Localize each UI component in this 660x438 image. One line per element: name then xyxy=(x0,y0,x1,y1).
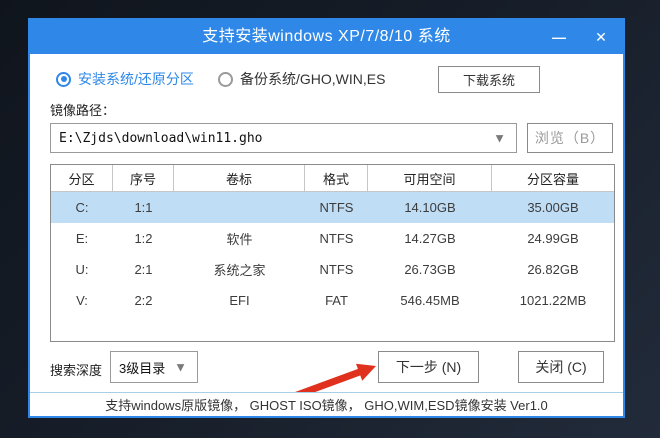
radio-selected-icon xyxy=(56,71,71,87)
cell-drive: C: xyxy=(75,200,89,215)
search-depth-value: 3级目录 xyxy=(119,360,166,376)
col-header-capacity: 分区容量 xyxy=(526,171,579,187)
status-bar-text: 支持windows原版镜像， GHOST ISO镜像， GHO,WIM,ESD镜… xyxy=(105,398,548,413)
cell-index: 2:2 xyxy=(134,293,153,308)
table-row-v[interactable]: V: 2:2 EFI FAT 546.45MB 1021.22MB xyxy=(51,285,614,316)
col-header-free-space: 可用空间 xyxy=(368,165,492,191)
cell-format: FAT xyxy=(325,293,348,308)
cell-drive: U: xyxy=(75,262,89,277)
cell-free: 14.27GB xyxy=(404,231,456,246)
close-icon: ✕ xyxy=(595,29,607,45)
radio-unselected-icon xyxy=(218,71,233,87)
image-path-label: 镜像路径： xyxy=(50,103,116,118)
col-header-partition: 分区 xyxy=(51,165,113,191)
cell-capacity: 24.99GB xyxy=(527,231,579,246)
next-button[interactable]: 下一步 (N) xyxy=(378,351,479,383)
cell-free: 14.10GB xyxy=(404,200,456,215)
cell-drive: E: xyxy=(75,231,89,246)
cell-format: NTFS xyxy=(319,262,354,277)
table-row-e[interactable]: E: 1:2 软件 NTFS 14.27GB 24.99GB xyxy=(51,223,614,254)
col-header-index: 序号 xyxy=(113,165,174,191)
cell-label: 系统之家 xyxy=(213,263,266,278)
close-dialog-button[interactable]: 关闭 (C) xyxy=(518,351,604,383)
search-depth-dropdown[interactable]: 3级目录 ▼ xyxy=(110,351,198,383)
cell-index: 1:2 xyxy=(134,231,153,246)
radio-backup[interactable]: 备份系统/GHO,WIN,ES xyxy=(218,70,385,88)
installer-window: 支持安装windows XP/7/8/10 系统 — ✕ 安装系统/还原分区 备… xyxy=(28,18,625,418)
cell-free: 546.45MB xyxy=(400,293,460,308)
minimize-icon: — xyxy=(552,29,566,45)
image-path-combobox[interactable]: E:\Zjds\download\win11.gho ▼ xyxy=(50,123,517,153)
radio-backup-label: 备份系统/GHO,WIN,ES xyxy=(240,71,386,87)
table-row-u[interactable]: U: 2:1 系统之家 NTFS 26.73GB 26.82GB xyxy=(51,254,614,285)
cell-format: NTFS xyxy=(319,200,354,215)
table-row-c[interactable]: C: 1:1 NTFS 14.10GB 35.00GB xyxy=(51,192,614,223)
partition-table: 分区 序号 卷标 格式 可用空间 分区容量 C: 1:1 NTFS 14.10G… xyxy=(50,164,615,342)
cell-label xyxy=(174,192,305,223)
statusbar-divider xyxy=(30,392,623,393)
close-button[interactable]: ✕ xyxy=(585,20,617,54)
cell-index: 1:1 xyxy=(134,200,153,215)
col-header-volume-label: 卷标 xyxy=(174,165,305,191)
partition-table-header: 分区 序号 卷标 格式 可用空间 分区容量 xyxy=(51,165,614,192)
cell-label: EFI xyxy=(229,293,250,308)
image-path-value: E:\Zjds\download\win11.gho xyxy=(59,130,263,146)
radio-install-label: 安装系统/还原分区 xyxy=(78,71,194,87)
search-depth-label: 搜索深度 xyxy=(50,363,103,378)
titlebar: 支持安装windows XP/7/8/10 系统 — ✕ xyxy=(30,20,623,54)
cell-capacity: 35.00GB xyxy=(527,200,579,215)
cell-free: 26.73GB xyxy=(404,262,456,277)
window-title: 支持安装windows XP/7/8/10 系统 xyxy=(202,28,451,45)
radio-install-restore[interactable]: 安装系统/还原分区 xyxy=(56,70,194,88)
cell-capacity: 1021.22MB xyxy=(519,293,587,308)
cell-drive: V: xyxy=(76,293,88,308)
cell-capacity: 26.82GB xyxy=(527,262,579,277)
status-bar: 支持windows原版镜像， GHOST ISO镜像， GHO,WIM,ESD镜… xyxy=(30,393,623,416)
chevron-down-icon: ▼ xyxy=(493,130,506,146)
browse-button[interactable]: 浏览（B） xyxy=(527,123,613,153)
col-header-format: 格式 xyxy=(305,165,368,191)
download-system-button[interactable]: 下载系统 xyxy=(438,66,540,93)
minimize-button[interactable]: — xyxy=(543,20,575,54)
cell-label: 软件 xyxy=(226,232,253,247)
chevron-down-icon: ▼ xyxy=(174,359,187,375)
cell-format: NTFS xyxy=(319,231,354,246)
cell-index: 2:1 xyxy=(134,262,153,277)
